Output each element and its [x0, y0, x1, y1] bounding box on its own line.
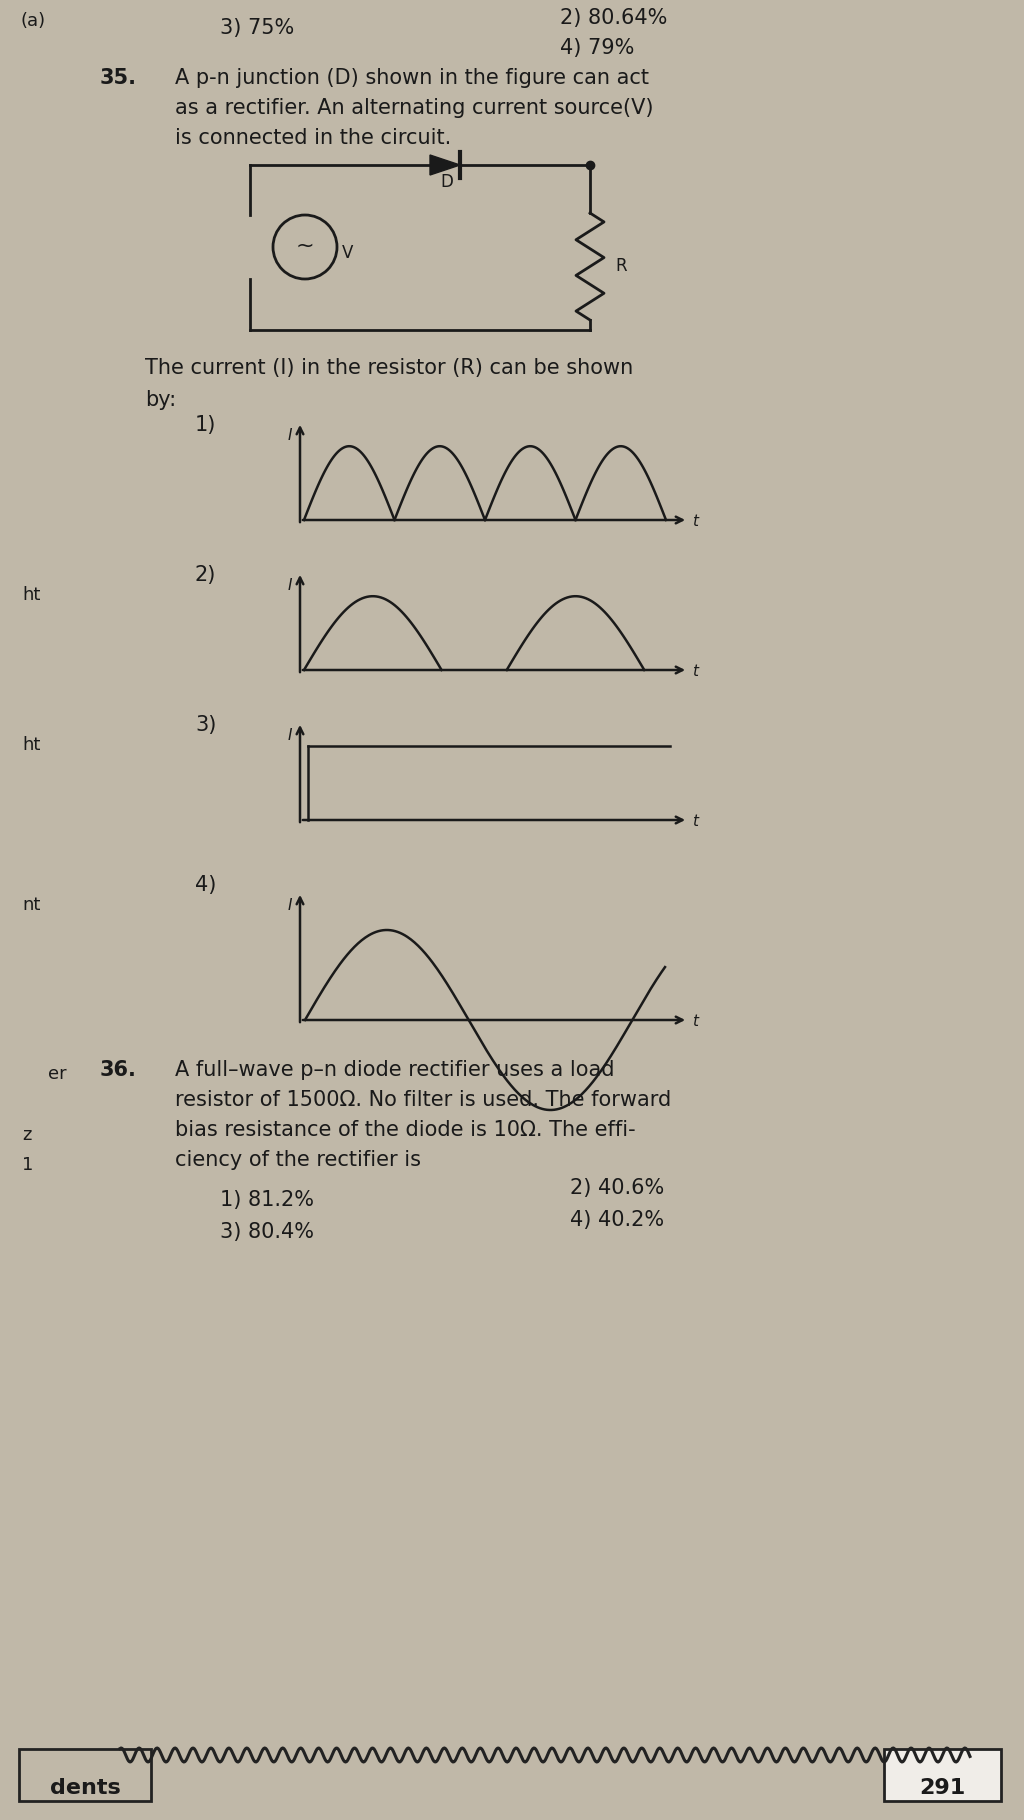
Text: as a rectifier. An alternating current source(V): as a rectifier. An alternating current s… — [175, 98, 653, 118]
Text: 3) 75%: 3) 75% — [220, 18, 294, 38]
Text: The current (I) in the resistor (R) can be shown: The current (I) in the resistor (R) can … — [145, 359, 633, 379]
Text: z: z — [22, 1127, 32, 1145]
Text: (a): (a) — [20, 13, 45, 29]
Text: ~: ~ — [296, 237, 314, 257]
Text: t: t — [692, 1014, 698, 1030]
Text: 3) 80.4%: 3) 80.4% — [220, 1221, 314, 1241]
Text: 4): 4) — [195, 875, 216, 895]
Text: nt: nt — [22, 895, 40, 914]
FancyBboxPatch shape — [19, 1749, 151, 1802]
Text: t: t — [692, 815, 698, 830]
Text: 2): 2) — [195, 564, 216, 584]
Text: 4) 79%: 4) 79% — [560, 38, 635, 58]
Text: ht: ht — [22, 735, 40, 753]
Text: I: I — [288, 897, 292, 914]
Text: 2) 80.64%: 2) 80.64% — [560, 7, 668, 27]
Text: t: t — [692, 664, 698, 679]
Text: A p-n junction (D) shown in the figure can act: A p-n junction (D) shown in the figure c… — [175, 67, 649, 87]
Text: 1: 1 — [22, 1156, 34, 1174]
Text: t: t — [692, 515, 698, 530]
Text: ht: ht — [22, 586, 40, 604]
Text: I: I — [288, 428, 292, 442]
Text: is connected in the circuit.: is connected in the circuit. — [175, 127, 452, 147]
Text: 291: 291 — [919, 1778, 966, 1798]
Text: er: er — [48, 1065, 67, 1083]
FancyBboxPatch shape — [884, 1749, 1001, 1802]
Text: bias resistance of the diode is 10Ω. The effi-: bias resistance of the diode is 10Ω. The… — [175, 1119, 636, 1139]
Text: 1) 81.2%: 1) 81.2% — [220, 1190, 314, 1210]
Text: dents: dents — [49, 1778, 121, 1798]
Text: 3): 3) — [195, 715, 216, 735]
Text: I: I — [288, 728, 292, 743]
Text: by:: by: — [145, 389, 176, 410]
Text: D: D — [440, 173, 454, 191]
Text: V: V — [342, 244, 353, 262]
Text: A full–wave p–n diode rectifier uses a load: A full–wave p–n diode rectifier uses a l… — [175, 1059, 614, 1079]
Text: 2) 40.6%: 2) 40.6% — [570, 1178, 665, 1198]
Text: 36.: 36. — [100, 1059, 137, 1079]
Text: 35.: 35. — [100, 67, 137, 87]
Text: 1): 1) — [195, 415, 216, 435]
Text: I: I — [288, 579, 292, 593]
Text: R: R — [615, 257, 627, 275]
Text: 4) 40.2%: 4) 40.2% — [570, 1210, 665, 1230]
Polygon shape — [430, 155, 460, 175]
Text: resistor of 1500Ω. No filter is used. The forward: resistor of 1500Ω. No filter is used. Th… — [175, 1090, 672, 1110]
Text: ciency of the rectifier is: ciency of the rectifier is — [175, 1150, 421, 1170]
